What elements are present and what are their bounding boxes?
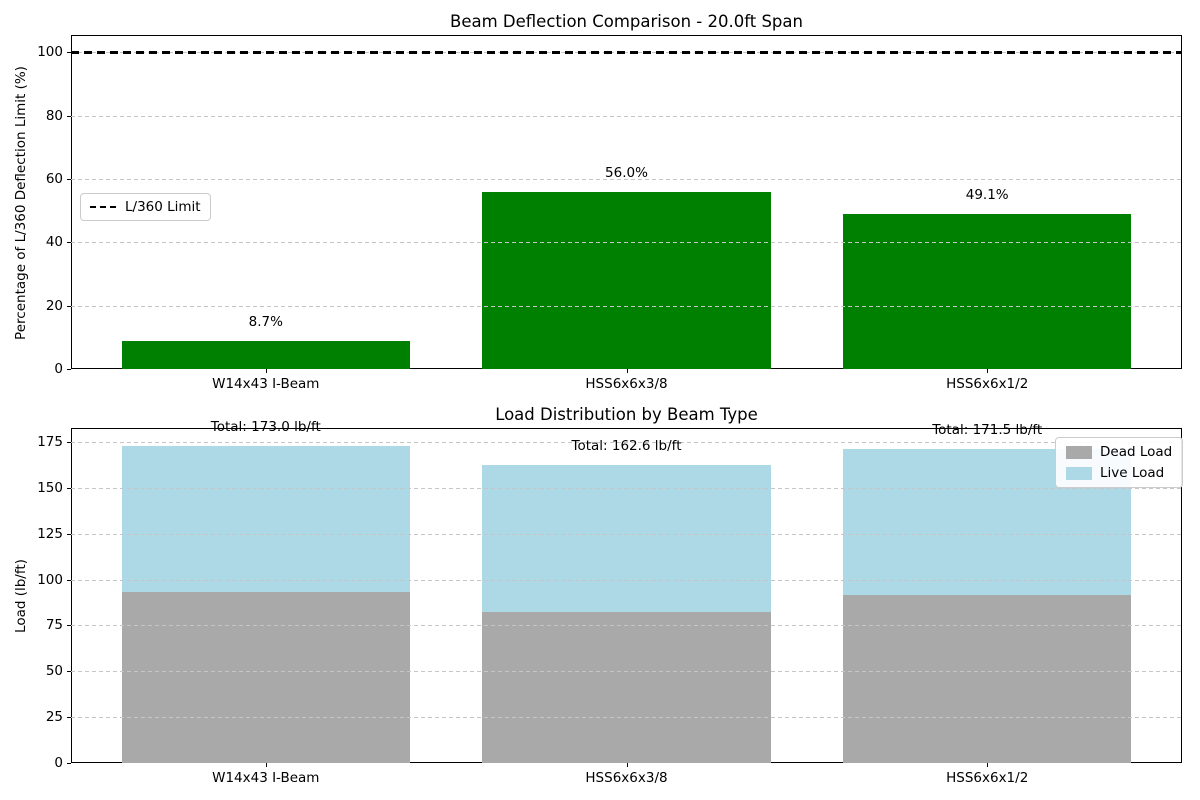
x-tick-label: HSS6x6x1/2 — [946, 770, 1029, 786]
dead-load-bar-segment — [842, 595, 1132, 763]
y-tick-mark — [67, 442, 71, 444]
y-tick-mark — [67, 533, 71, 535]
bar-value-annotation: Total: 162.6 lb/ft — [571, 437, 682, 454]
gridline — [71, 671, 1182, 673]
y-tick-label: 25 — [45, 709, 63, 726]
legend-entry-dead-load: Dead Load — [1066, 444, 1172, 460]
y-tick-label: 175 — [37, 434, 63, 451]
live-load-legend-label: Live Load — [1100, 465, 1165, 481]
y-tick-label: 0 — [54, 361, 63, 377]
x-tick-mark — [265, 369, 267, 373]
load-chart-title: Load Distribution by Beam Type — [495, 405, 758, 424]
y-tick-label: 20 — [45, 297, 63, 314]
dashed-line-swatch-icon — [90, 205, 117, 209]
gridline — [71, 487, 1182, 489]
y-tick-mark — [67, 115, 71, 117]
x-tick-mark — [265, 763, 267, 767]
limit-line-legend: L/360 Limit — [80, 193, 211, 221]
y-tick-mark — [67, 487, 71, 489]
gridline — [71, 533, 1182, 535]
y-tick-mark — [67, 179, 71, 181]
y-tick-mark — [67, 717, 71, 719]
y-tick-label: 75 — [45, 617, 63, 634]
y-tick-mark — [67, 242, 71, 244]
y-tick-mark — [67, 52, 71, 54]
deflection-chart-title: Beam Deflection Comparison - 20.0ft Span — [450, 12, 803, 31]
gridline — [71, 242, 1182, 244]
bar-value-annotation: Total: 173.0 lb/ft — [210, 418, 321, 435]
gridline — [71, 179, 1182, 181]
dead-load-swatch-icon — [1066, 445, 1092, 459]
gridline — [71, 625, 1182, 627]
x-tick-mark — [626, 369, 628, 373]
gridline — [71, 442, 1182, 444]
y-tick-mark — [67, 369, 71, 370]
live-load-bar-segment — [121, 445, 411, 593]
gridline — [71, 717, 1182, 719]
x-tick-label: HSS6x6x3/8 — [585, 770, 668, 786]
x-tick-label: W14x43 I-Beam — [212, 376, 320, 392]
y-tick-mark — [67, 763, 71, 764]
dead-load-bar-segment — [482, 611, 771, 763]
x-tick-mark — [626, 763, 628, 767]
y-tick-label: 50 — [45, 663, 63, 680]
deflection-bar — [121, 341, 411, 369]
y-tick-mark — [67, 579, 71, 581]
y-tick-label: 0 — [54, 755, 63, 771]
y-tick-mark — [67, 305, 71, 307]
x-tick-label: HSS6x6x3/8 — [585, 376, 668, 392]
y-tick-mark — [67, 671, 71, 673]
y-tick-label: 40 — [45, 234, 63, 251]
x-tick-mark — [987, 763, 989, 767]
gridline — [71, 115, 1182, 117]
y-tick-label: 150 — [37, 479, 63, 496]
limit-legend-label: L/360 Limit — [125, 199, 201, 215]
bar-value-annotation: 8.7% — [248, 314, 283, 331]
y-tick-label: 60 — [45, 171, 63, 188]
live-load-swatch-icon — [1066, 466, 1092, 480]
x-tick-label: W14x43 I-Beam — [212, 770, 320, 786]
x-tick-label: HSS6x6x1/2 — [946, 376, 1029, 392]
legend-entry-live-load: Live Load — [1066, 465, 1172, 481]
deflection-y-axis-label: Percentage of L/360 Deflection Limit (%) — [13, 66, 29, 340]
y-tick-label: 100 — [37, 571, 63, 588]
dead-load-bar-segment — [121, 592, 411, 763]
gridline — [71, 579, 1182, 581]
gridline — [71, 305, 1182, 307]
y-tick-label: 80 — [45, 107, 63, 124]
x-tick-mark — [987, 369, 989, 373]
dead-load-legend-label: Dead Load — [1100, 444, 1173, 460]
load-legend: Dead Load Live Load — [1055, 437, 1184, 488]
y-tick-label: 125 — [37, 525, 63, 542]
y-tick-label: 100 — [37, 44, 63, 61]
bar-value-annotation: Total: 171.5 lb/ft — [932, 421, 1043, 438]
deflection-bar — [482, 191, 771, 369]
live-load-bar-segment — [482, 464, 771, 612]
bar-value-annotation: 49.1% — [965, 186, 1009, 203]
deflection-bar — [842, 213, 1132, 369]
y-tick-mark — [67, 625, 71, 627]
bar-value-annotation: 56.0% — [605, 164, 648, 181]
deflection-limit-line — [71, 51, 1182, 54]
